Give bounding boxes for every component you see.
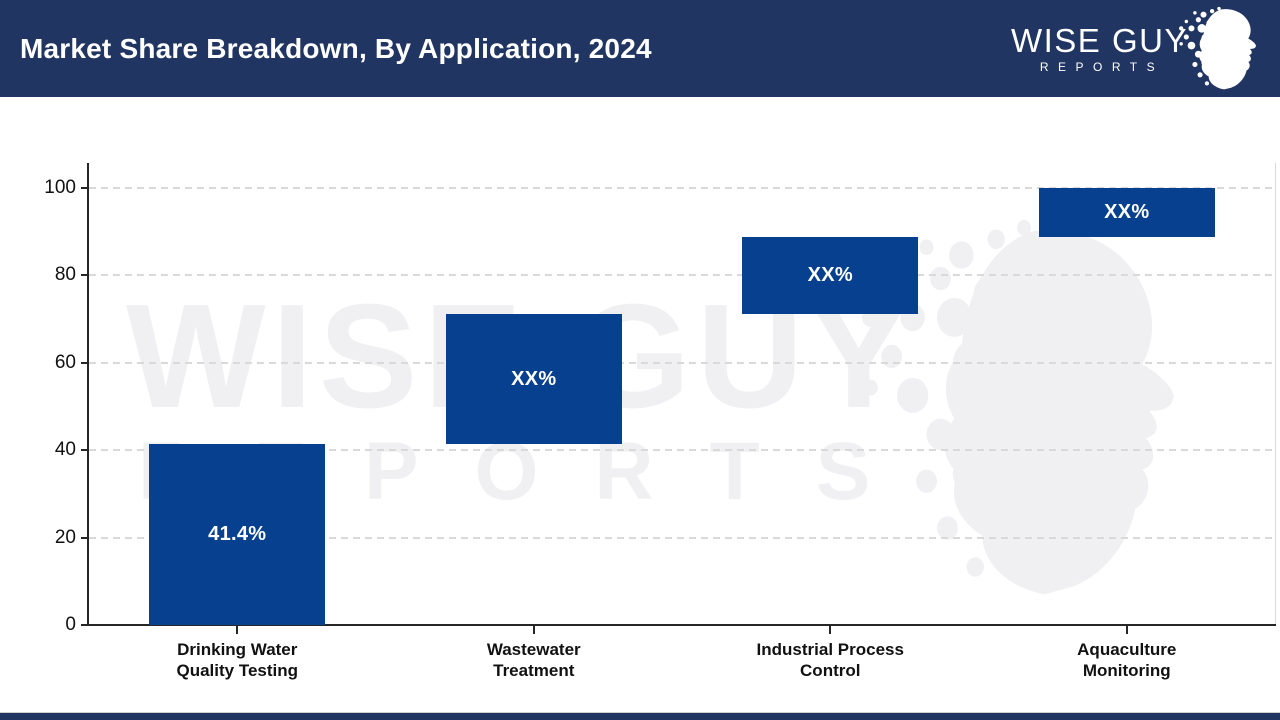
y-axis-tick: [81, 274, 87, 276]
category-label-line: Quality Testing: [176, 661, 299, 680]
page-title: Market Share Breakdown, By Application, …: [20, 32, 652, 64]
category-label-line: Aquaculture: [1077, 640, 1177, 659]
category-label: Drinking Water Quality Testing: [117, 639, 357, 681]
brand-logo: WISE GUY REPORTS: [1011, 6, 1262, 92]
bar-segment: XX%: [445, 314, 622, 444]
x-axis-line: [87, 624, 1276, 626]
category-label: Industrial Process Control: [710, 639, 950, 681]
brand-logo-text: WISE GUY REPORTS: [1011, 24, 1188, 73]
x-axis-tick: [236, 626, 239, 634]
bar-value-label: XX%: [1104, 200, 1150, 223]
bar-value-label: XX%: [807, 263, 853, 286]
y-tick-label: 40: [54, 439, 76, 460]
bar-segment: XX%: [1038, 187, 1215, 237]
y-axis-tick: [81, 449, 87, 451]
category-label-line: Treatment: [493, 661, 575, 680]
category-label-line: Wastewater: [486, 640, 581, 659]
bar-value-label: 41.4%: [208, 522, 267, 545]
category-label-line: Industrial Process: [756, 640, 904, 659]
gridline: [89, 361, 1275, 364]
x-axis-tick: [829, 626, 832, 634]
bar-segment: 41.4%: [149, 443, 326, 625]
brand-tagline: REPORTS: [1039, 60, 1165, 74]
y-axis-line: [87, 163, 89, 626]
brand-name: WISE GUY: [1010, 22, 1188, 59]
y-tick-label: 60: [54, 351, 76, 373]
footer-divider: [0, 712, 1280, 713]
category-label: Aquaculture Monitoring: [1007, 639, 1247, 681]
bar-value-label: XX%: [511, 367, 557, 390]
gridline: [89, 274, 1275, 276]
category-label-line: Control: [800, 661, 861, 680]
bar-segment: XX%: [742, 236, 919, 315]
footer-bar: [0, 713, 1280, 720]
gridline: [89, 186, 1275, 189]
y-tick-label: 0: [65, 614, 76, 635]
y-tick-label: 80: [54, 264, 76, 285]
gridline: [89, 449, 1275, 451]
y-axis-tick: [81, 361, 87, 364]
y-axis-tick: [81, 536, 87, 539]
y-tick-label: 20: [54, 526, 76, 548]
y-tick-label: 100: [44, 176, 76, 198]
right-border-line: [1275, 163, 1276, 624]
x-axis-tick: [532, 626, 535, 634]
x-axis-tick: [1125, 626, 1128, 634]
header-banner: Market Share Breakdown, By Application, …: [0, 0, 1280, 97]
category-label: Wastewater Treatment: [414, 639, 654, 681]
category-label-line: Drinking Water: [177, 640, 298, 659]
y-axis-tick: [81, 186, 87, 189]
category-label-line: Monitoring: [1082, 661, 1171, 680]
y-axis-tick: [81, 624, 87, 626]
gridline: [89, 536, 1275, 539]
